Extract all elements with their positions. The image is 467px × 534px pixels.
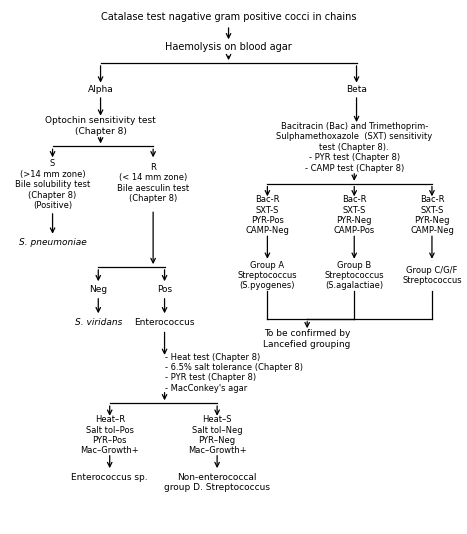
Text: S
(>14 mm zone)
Bile solubility test
(Chapter 8)
(Positive): S (>14 mm zone) Bile solubility test (Ch… xyxy=(15,160,90,210)
Text: - Heat test (Chapter 8)
- 6.5% salt tolerance (Chapter 8)
- PYR test (Chapter 8): - Heat test (Chapter 8) - 6.5% salt tole… xyxy=(164,352,303,393)
Text: Heat–S
Salt tol–Neg
PYR–Neg
Mac–Growth+: Heat–S Salt tol–Neg PYR–Neg Mac–Growth+ xyxy=(188,415,247,456)
Text: Haemolysis on blood agar: Haemolysis on blood agar xyxy=(165,42,292,52)
Text: Group B
Streptococcus
(S.agalactiae): Group B Streptococcus (S.agalactiae) xyxy=(325,261,384,290)
Text: R
(< 14 mm zone)
Bile aesculin test
(Chapter 8): R (< 14 mm zone) Bile aesculin test (Cha… xyxy=(117,163,189,203)
Text: Group C/G/F
Streptococcus: Group C/G/F Streptococcus xyxy=(402,266,462,285)
Text: Heat–R
Salt tol–Pos
PYR–Pos
Mac–Growth+: Heat–R Salt tol–Pos PYR–Pos Mac–Growth+ xyxy=(80,415,139,456)
Text: S. pneumoniae: S. pneumoniae xyxy=(19,238,86,247)
Text: Bac-R
SXT-S
PYR-Neg
CAMP-Pos: Bac-R SXT-S PYR-Neg CAMP-Pos xyxy=(333,195,375,235)
Text: Pos: Pos xyxy=(157,285,172,294)
Text: Optochin sensitivity test
(Chapter 8): Optochin sensitivity test (Chapter 8) xyxy=(45,116,156,136)
Text: Catalase test nagative gram positive cocci in chains: Catalase test nagative gram positive coc… xyxy=(101,12,356,22)
Text: Bacitracin (Bac) and Trimethoprim-
Sulphamethoxazole  (SXT) sensitivity
test (Ch: Bacitracin (Bac) and Trimethoprim- Sulph… xyxy=(276,122,432,172)
Text: Neg: Neg xyxy=(89,285,107,294)
Text: Enterococcus: Enterococcus xyxy=(134,318,195,327)
Text: To be confirmed by
Lancefied grouping: To be confirmed by Lancefied grouping xyxy=(263,329,351,349)
Text: Group A
Streptococcus
(S.pyogenes): Group A Streptococcus (S.pyogenes) xyxy=(238,261,297,290)
Text: Enterococcus sp.: Enterococcus sp. xyxy=(71,473,148,482)
Text: Bac-R
SXT-S
PYR-Neg
CAMP-Neg: Bac-R SXT-S PYR-Neg CAMP-Neg xyxy=(410,195,454,235)
Text: Bac-R
SXT-S
PYR-Pos
CAMP-Neg: Bac-R SXT-S PYR-Pos CAMP-Neg xyxy=(246,195,290,235)
Text: Beta: Beta xyxy=(346,85,367,94)
Text: Non-enterococcal
group D. Streptococcus: Non-enterococcal group D. Streptococcus xyxy=(164,473,270,492)
Text: S. viridans: S. viridans xyxy=(75,318,122,327)
Text: Alpha: Alpha xyxy=(88,85,113,94)
